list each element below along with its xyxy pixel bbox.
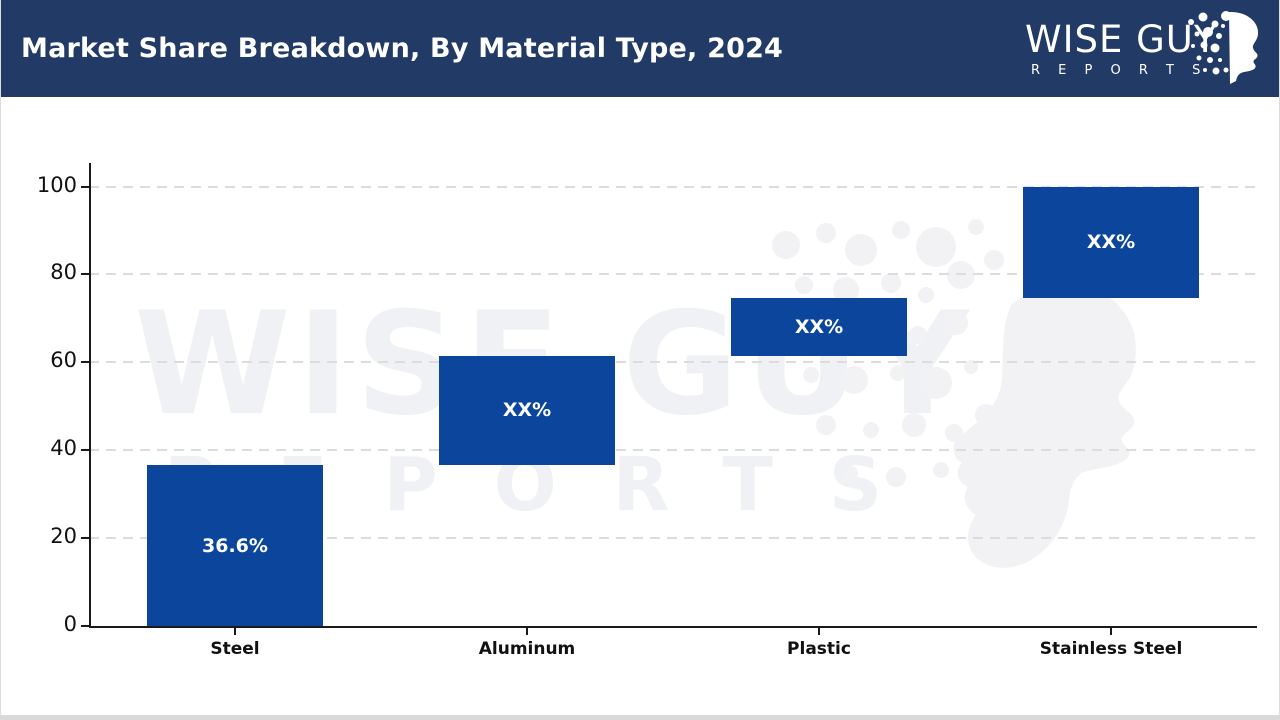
- y-tick-label-80: 80: [50, 260, 77, 285]
- y-tick-mark-0: [81, 625, 89, 627]
- y-tick-mark-60: [81, 361, 89, 364]
- waterfall-chart: 0 20 40 60 80 100 36.6% Steel XX% Aluminum XX% Plas…: [1, 97, 1279, 720]
- logo-subtext: R E P O R T S: [1031, 63, 1207, 78]
- x-tick-mark-aluminum: [526, 627, 528, 635]
- page-title: Market Share Breakdown, By Material Type…: [21, 33, 784, 64]
- x-tick-label-aluminum: Aluminum: [478, 639, 576, 659]
- y-tick-label-60: 60: [50, 348, 77, 373]
- y-tick-mark-40: [81, 449, 89, 452]
- x-tick-mark-plastic: [818, 627, 820, 635]
- bar-value-label-plastic: XX%: [794, 315, 844, 338]
- bar-aluminum: XX%: [439, 355, 615, 466]
- wise-guy-reports-logo: WISE GUY R E P O R T S: [1025, 11, 1259, 84]
- x-tick-mark-stainless-steel: [1110, 627, 1112, 635]
- bar-stainless-steel: XX%: [1023, 186, 1199, 299]
- y-tick-mark-20: [81, 537, 89, 540]
- y-tick-label-0: 0: [63, 612, 77, 636]
- y-tick-label-20: 20: [50, 524, 77, 549]
- bar-value-label-aluminum: XX%: [502, 399, 552, 422]
- gridline-y-40: [89, 449, 1257, 452]
- logo-dot-face-icon: [1188, 11, 1259, 84]
- footer-strip: [1, 715, 1279, 720]
- gridline-y-80: [89, 273, 1257, 276]
- bar-value-label-steel: 36.6%: [202, 534, 268, 557]
- logo-wordmark: WISE GUY: [1025, 18, 1217, 61]
- x-tick-label-stainless-steel: Stainless Steel: [1039, 639, 1183, 659]
- bar-value-label-stainless-steel: XX%: [1086, 231, 1136, 254]
- bar-plastic: XX%: [731, 298, 907, 356]
- x-tick-label-plastic: Plastic: [787, 639, 851, 659]
- y-tick-mark-80: [81, 273, 89, 276]
- x-tick-label-steel: Steel: [210, 639, 260, 659]
- gridline-y-60: [89, 361, 1257, 364]
- y-tick-label-40: 40: [50, 436, 77, 461]
- header-bar: Market Share Breakdown, By Material Type…: [1, 0, 1279, 97]
- x-tick-mark-steel: [234, 627, 236, 635]
- y-axis-line: [89, 163, 91, 628]
- x-axis-line: [89, 626, 1257, 628]
- gridline-y-20: [89, 537, 1257, 540]
- bar-steel: 36.6%: [147, 465, 323, 626]
- y-tick-label-100: 100: [36, 172, 77, 197]
- gridline-y-100: [89, 185, 1257, 188]
- y-tick-mark-100: [81, 185, 89, 188]
